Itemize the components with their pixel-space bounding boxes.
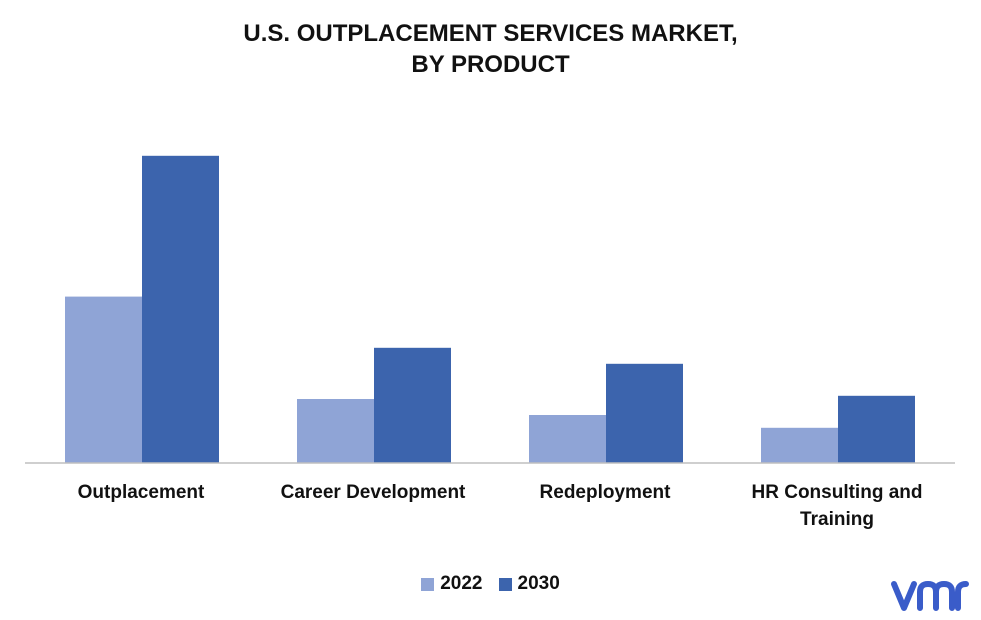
chart-title-line-2: BY PRODUCT bbox=[411, 51, 570, 78]
bar-outplacement-2022 bbox=[65, 296, 142, 463]
chart-title: U.S. OUTPLACEMENT SERVICES MARKET, BY PR… bbox=[0, 18, 981, 80]
category-label-redeployment: Redeployment bbox=[539, 482, 671, 503]
legend-item-2022: 2022 bbox=[421, 573, 483, 595]
legend-item-2030: 2030 bbox=[498, 573, 560, 595]
legend-swatch-2022 bbox=[421, 577, 435, 591]
chart-title-line-1: U.S. OUTPLACEMENT SERVICES MARKET, bbox=[243, 20, 738, 47]
bar-career-development-2030 bbox=[374, 347, 451, 463]
bar-redeployment-2030 bbox=[606, 363, 683, 463]
legend-swatch-2030 bbox=[498, 577, 512, 591]
legend-label-2030: 2030 bbox=[517, 573, 560, 594]
category-label-outplacement: Outplacement bbox=[77, 482, 205, 503]
bar-hr-consulting-and-training-2022 bbox=[761, 427, 838, 463]
category-label-career-development: Career Development bbox=[280, 482, 466, 503]
bar-hr-consulting-and-training-2030 bbox=[838, 395, 915, 463]
vmr-logo-icon bbox=[891, 581, 969, 611]
legend-label-2022: 2022 bbox=[440, 573, 483, 594]
category-label-hr-consulting-and-training: HR Consulting and Training bbox=[751, 482, 923, 530]
bar-redeployment-2022 bbox=[529, 415, 606, 463]
bar-outplacement-2030 bbox=[142, 155, 219, 464]
chart-legend: 2022 2030 bbox=[0, 573, 981, 595]
bar-career-development-2022 bbox=[297, 399, 374, 463]
